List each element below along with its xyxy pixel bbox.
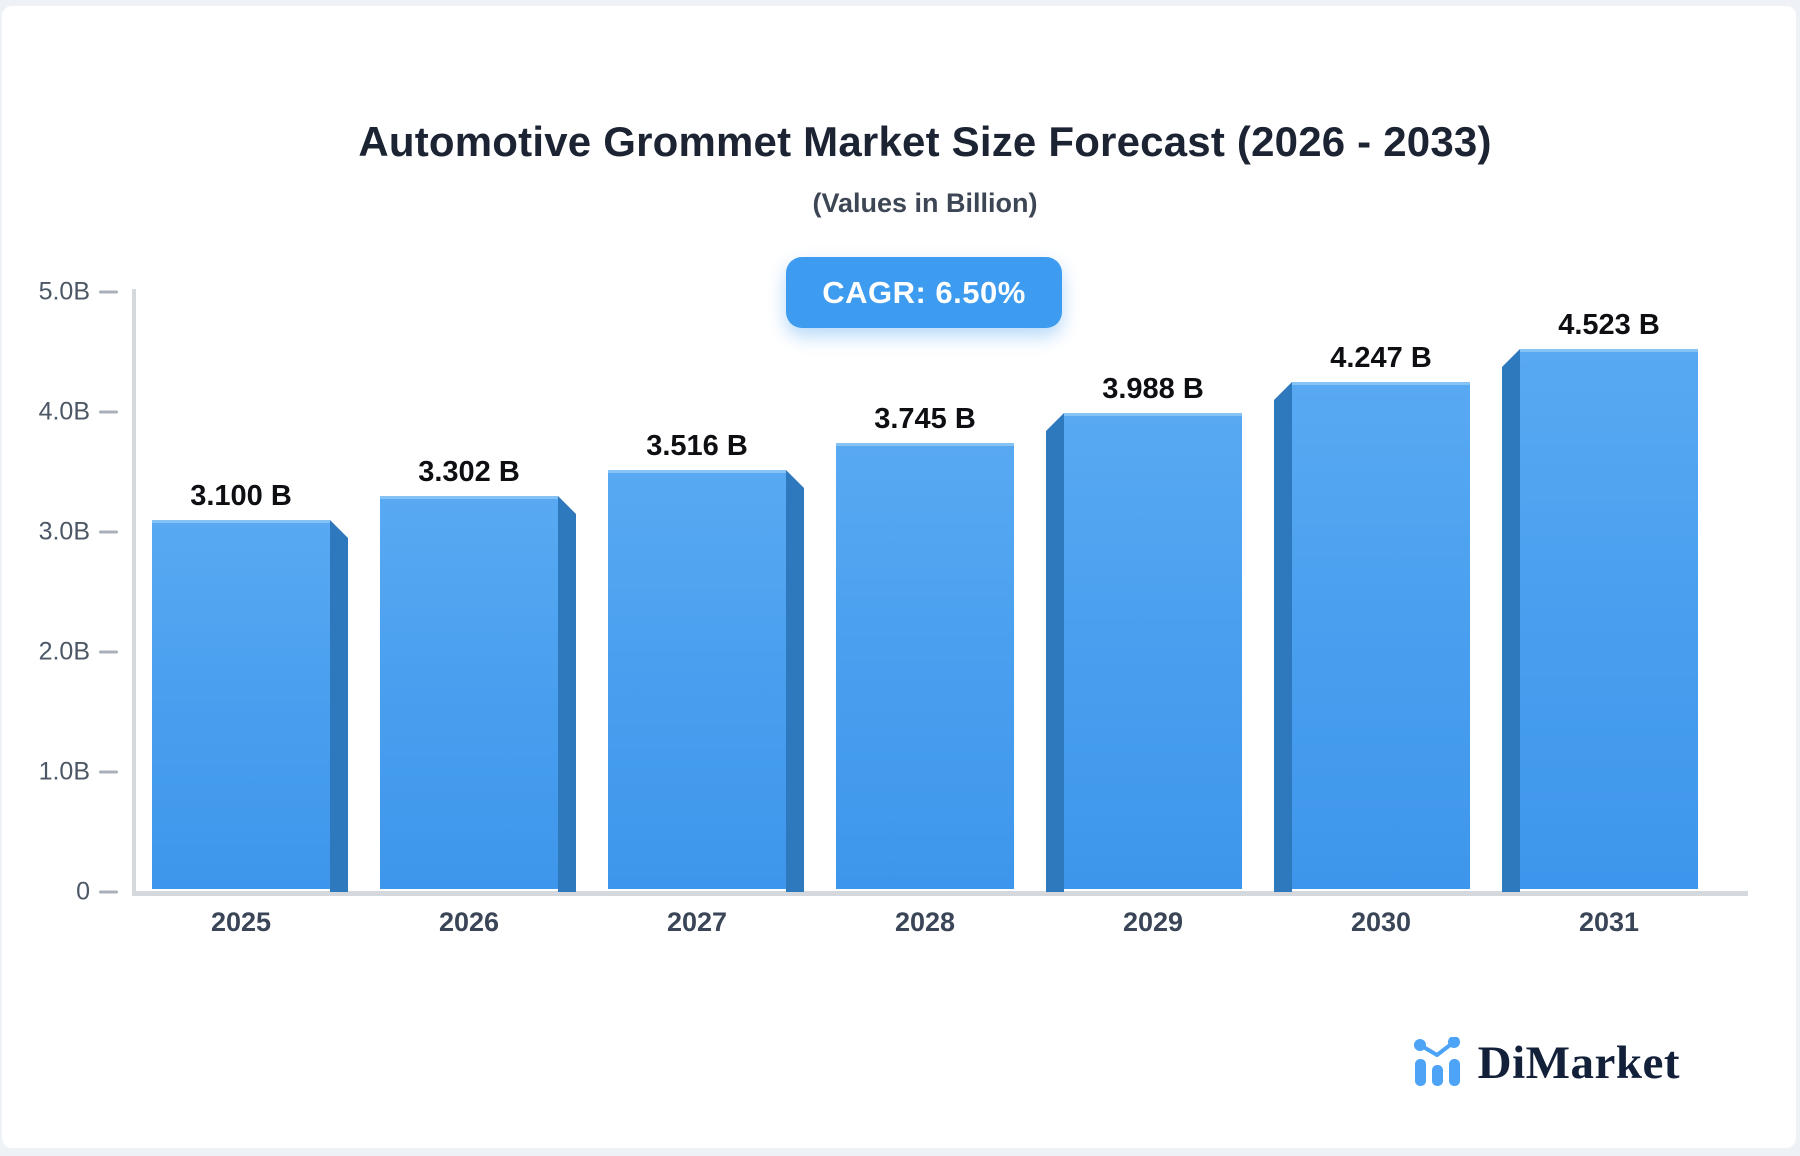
brand-name: DiMarket: [1477, 1037, 1680, 1089]
bar-value-label: 3.100 B: [190, 480, 292, 512]
y-axis-line: [132, 289, 136, 896]
chart-header: Automotive Grommet Market Size Forecast …: [48, 6, 1796, 219]
bar-2031: [1520, 349, 1698, 889]
bar-2027: [608, 470, 786, 889]
y-tick-dash: [99, 770, 118, 774]
bar-side-face: [330, 520, 348, 892]
x-axis-label: 2028: [894, 907, 956, 937]
bar-value-label: 4.247 B: [1330, 342, 1432, 374]
y-tick-label: 0: [76, 877, 90, 906]
x-axis-label: 2029: [1122, 907, 1184, 937]
y-tick-dash: [99, 650, 118, 654]
cagr-badge: CAGR: 6.50%: [786, 257, 1062, 328]
brand-footer: DiMarket: [1412, 1036, 1680, 1090]
bar-side-face: [558, 496, 576, 892]
chart-subtitle: (Values in Billion): [812, 188, 1038, 218]
y-tick-label: 1.0B: [38, 757, 90, 786]
x-axis-label: 2030: [1350, 907, 1412, 937]
bar-side-face: [786, 470, 804, 892]
bar-side-face: [1502, 349, 1520, 892]
x-axis-label: 2027: [666, 907, 728, 937]
y-tick-dash: [99, 530, 118, 534]
bar-value-label: 3.516 B: [646, 430, 748, 462]
bar-value-label: 3.745 B: [874, 403, 976, 435]
y-tick-dash: [99, 290, 118, 294]
bar-side-face: [1274, 382, 1292, 892]
x-axis-line: [132, 891, 1748, 896]
chart-card: Automotive Grommet Market Size Forecast …: [2, 6, 1796, 1148]
x-axis-label: 2025: [210, 907, 272, 937]
y-tick-dash: [99, 410, 118, 414]
x-axis-label: 2031: [1578, 907, 1640, 937]
bar-2026: [380, 496, 558, 889]
y-tick-dash: [99, 890, 118, 894]
bar-2029: [1064, 413, 1242, 889]
bar-value-label: 3.302 B: [418, 456, 520, 488]
y-tick-label: 2.0B: [38, 637, 90, 666]
bar-2028: [836, 443, 1014, 889]
mini-bar-chart-icon: [1412, 1036, 1464, 1089]
bar-chart: 5.0B 4.0B 3.0B 2.0B 1.0B 0 3.100 B 3.302 B 3.51…: [2, 6, 1796, 1148]
bar-side-face: [1046, 413, 1064, 892]
bar-2025: [152, 520, 330, 889]
bar-value-label: 4.523 B: [1558, 309, 1660, 341]
x-axis-label: 2026: [438, 907, 500, 937]
y-tick-label: 4.0B: [38, 397, 90, 426]
bar-2030: [1292, 382, 1470, 889]
chart-title: Automotive Grommet Market Size Forecast …: [358, 118, 1492, 165]
y-tick-label: 5.0B: [38, 277, 90, 306]
y-tick-label: 3.0B: [38, 517, 90, 546]
bar-value-label: 3.988 B: [1102, 373, 1204, 405]
